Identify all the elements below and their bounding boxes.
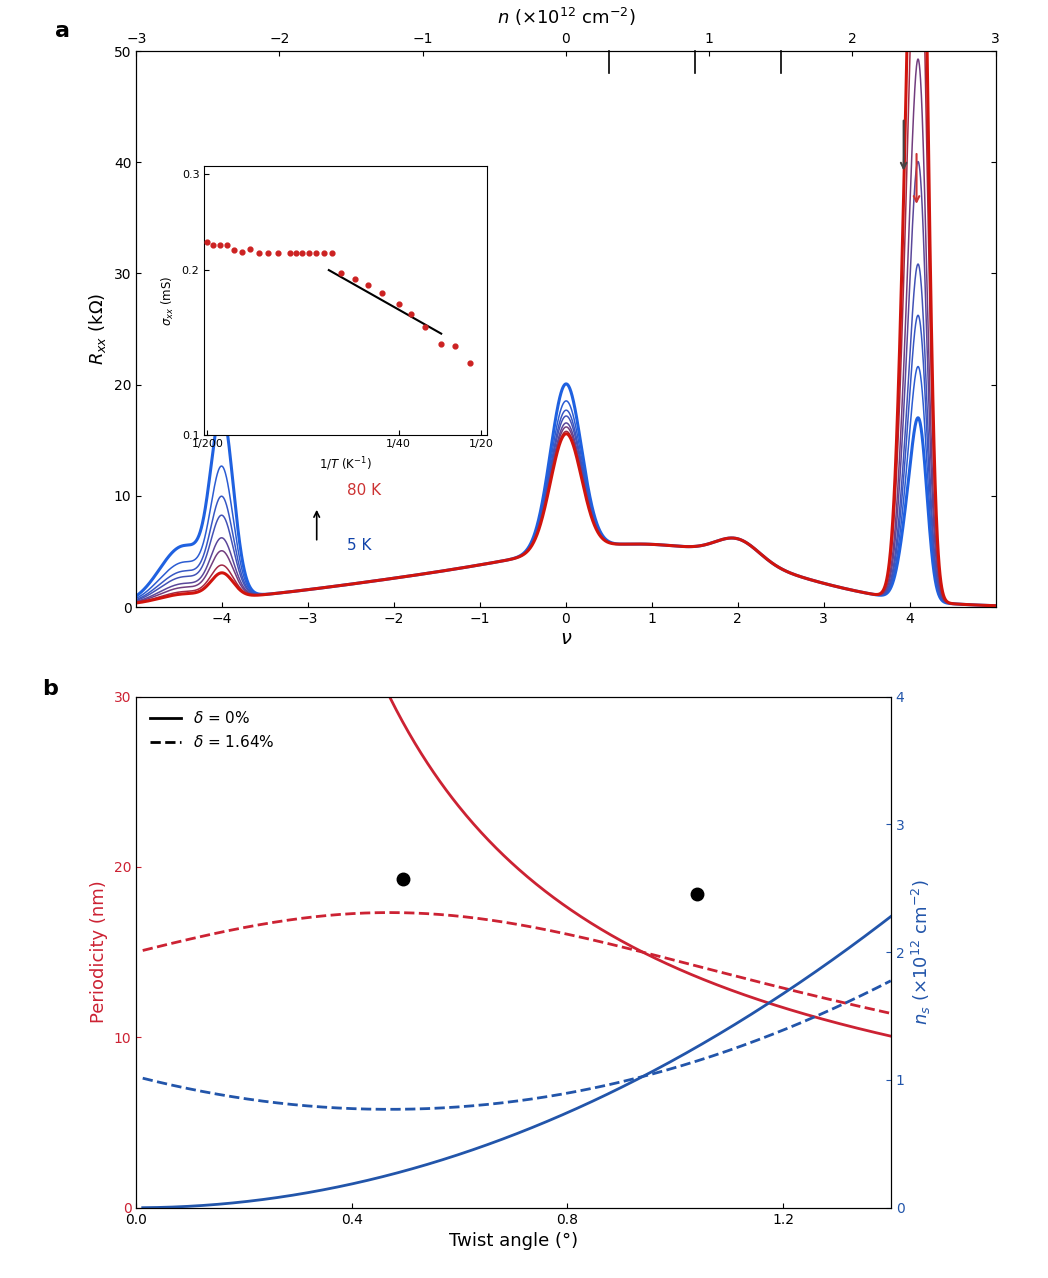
Point [324,243,341,263]
Point [346,268,363,289]
Point [250,243,267,263]
X-axis label: $n$ ($\times$10$^{12}$ cm$^{-2}$): $n$ ($\times$10$^{12}$ cm$^{-2}$) [497,6,635,28]
X-axis label: Twist angle (°): Twist angle (°) [449,1232,578,1250]
δ = 1.64% [384,905,396,920]
Legend: $\delta$ = 0%, $\delta$ = 1.64%: $\delta$ = 0%, $\delta$ = 1.64% [144,704,281,757]
Text: a: a [54,20,69,41]
δ = 0% [636,944,649,960]
Point [260,243,277,263]
Point [199,231,216,252]
Text: 80 K: 80 K [347,483,380,498]
δ = 0% [268,268,281,284]
δ = 1.64% [701,961,714,976]
δ = 1.64% [578,930,591,946]
δ = 0% [329,548,342,564]
Point [233,242,249,262]
X-axis label: 1/$T$ (K$^{-1}$): 1/$T$ (K$^{-1}$) [320,455,372,473]
Point [402,304,419,325]
Y-axis label: Periodicity (nm): Periodicity (nm) [90,881,108,1024]
X-axis label: $\nu$: $\nu$ [560,629,572,648]
δ = 1.64% [637,944,650,960]
Point [281,243,298,263]
Point [287,243,304,263]
Y-axis label: $R_{xx}$ (k$\Omega$): $R_{xx}$ (k$\Omega$) [87,293,108,366]
Point [205,235,222,256]
δ = 1.64% [329,907,342,923]
Point [374,282,391,303]
Point [461,353,478,373]
Point [293,243,310,263]
Point [390,294,407,314]
δ = 1.64% [476,911,488,927]
Line: δ = 1.64%: δ = 1.64% [143,912,891,1013]
Point [359,275,376,295]
δ = 0% [577,911,590,927]
Point [315,243,332,263]
Y-axis label: $n_s$ ($\times$10$^{12}$ cm$^{-2}$): $n_s$ ($\times$10$^{12}$ cm$^{-2}$) [910,879,933,1025]
δ = 1.64% [268,915,281,930]
δ = 1.64% [136,943,149,958]
Point [212,235,228,256]
Point [218,235,235,256]
Text: 5 K: 5 K [347,538,371,553]
δ = 1.64% [885,1006,897,1021]
Text: b: b [42,679,58,699]
Point [270,243,287,263]
δ = 0% [475,824,487,840]
Point [417,317,434,337]
Line: δ = 0%: δ = 0% [143,0,891,1036]
Point [301,243,318,263]
Point [225,240,242,261]
Point [433,334,450,354]
Point [241,239,258,259]
Point [446,336,463,357]
δ = 0% [885,1029,897,1044]
Point [332,263,349,284]
δ = 0% [700,973,713,988]
Y-axis label: $\sigma_{xx}$ (mS): $\sigma_{xx}$ (mS) [160,275,176,326]
Point [308,243,325,263]
